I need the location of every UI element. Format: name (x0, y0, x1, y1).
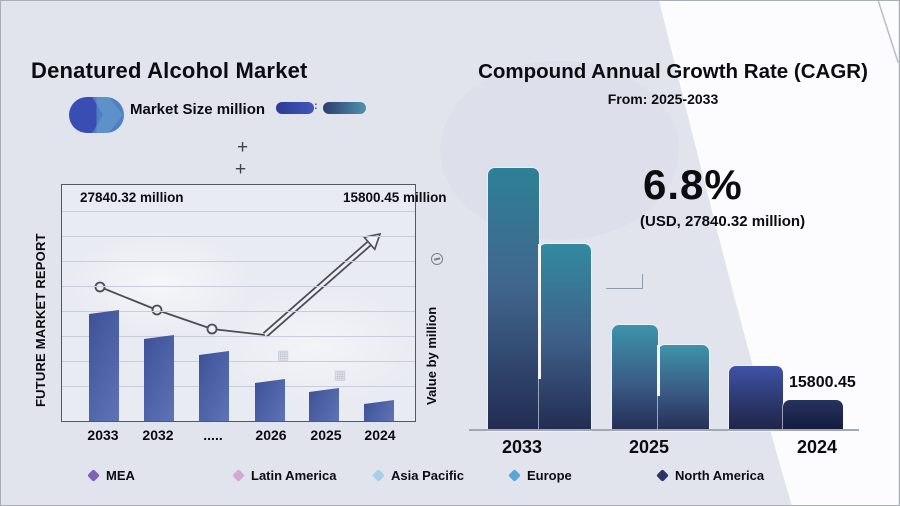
legend-label: MEA (106, 467, 135, 483)
cagr-bar (539, 244, 591, 431)
market-size-bar (89, 310, 119, 421)
cagr-x-axis-tick-label: 2025 (628, 437, 670, 457)
cagr-usd-detail: (USD, 27840.32 million) (640, 213, 806, 230)
cagr-bar (783, 400, 843, 431)
plus-icon: + (235, 159, 247, 180)
bar-gap-divider (657, 345, 660, 396)
cagr-x-axis-tick-label: 2024 (796, 437, 838, 457)
cagr-subtitle: From: 2025-2033 (607, 91, 719, 107)
legend-label: Asia Pacific (391, 467, 464, 483)
gridline (62, 211, 415, 212)
mini-pill-blue-icon (276, 102, 314, 114)
white-swoosh (659, 1, 899, 505)
growth-arrow-shaft (262, 239, 374, 338)
gridline (62, 286, 415, 287)
legend-label: Europe (527, 467, 572, 483)
cagr-bar (729, 366, 783, 431)
x-axis-tick-label: 2025 (310, 427, 342, 443)
watermark-table-icon: ▦ (277, 347, 290, 362)
gridline (62, 236, 415, 237)
left-chart-annotation-end: 15800.45 million (343, 190, 447, 205)
region-legend: MEA Latin America Asia Pacific Europe North … (1, 465, 899, 487)
x-axis-tick-label: 2026 (255, 427, 287, 443)
bar-gap-divider (538, 244, 541, 379)
gridline (62, 361, 415, 362)
cagr-bar (488, 168, 539, 431)
x-axis-tick-label: 2033 (87, 427, 119, 443)
gridline (62, 261, 415, 262)
market-size-bar (309, 388, 339, 421)
value-callout: 15800.45 (789, 374, 856, 391)
legend-item: Latin America (232, 465, 337, 485)
market-size-bar (199, 351, 229, 421)
market-size-bar (364, 400, 394, 421)
market-size-bar (144, 335, 174, 421)
pill-facet-shape (92, 97, 123, 133)
market-size-label: Market Size million (130, 101, 266, 118)
legend-item: MEA (87, 465, 135, 485)
left-chart-annotation-start: 27840.32 million (80, 190, 184, 205)
market-size-bar (255, 379, 285, 421)
gridline (62, 336, 415, 337)
watermark-table-icon: ▦ (334, 367, 347, 382)
step-annotation-line (606, 274, 643, 289)
cagr-title: Compound Annual Growth Rate (CAGR) (478, 60, 868, 83)
right-chart-baseline (469, 429, 859, 431)
cagr-bar (612, 325, 658, 431)
brand-vertical-text: FUTURE MARKET REPORT (33, 233, 48, 407)
legend-item: North America (656, 465, 765, 485)
legend-diamond-icon (232, 468, 245, 482)
legend-diamond-icon (87, 468, 100, 482)
mini-pill-teal-icon (323, 102, 366, 114)
market-size-pill-icon (69, 97, 124, 133)
legend-diamond-icon (656, 468, 669, 482)
pill-colon: : (314, 100, 318, 112)
x-axis-tick-label: ..... (203, 427, 223, 443)
legend-item: Europe (508, 465, 572, 485)
y-axis-label: Value by million (424, 306, 439, 406)
gridline (62, 311, 415, 312)
plus-icon: + (237, 137, 249, 158)
trend-marker-dot (206, 323, 218, 335)
legend-label: North America (675, 467, 765, 483)
growth-arrow-shaft-inner (264, 240, 372, 337)
gridline (62, 386, 415, 387)
x-axis-tick-label: 2024 (364, 427, 396, 443)
trend-marker-dot (151, 304, 163, 316)
legend-item: Asia Pacific (372, 465, 464, 485)
page-title: Denatured Alcohol Market (31, 58, 308, 83)
trend-marker-dot (94, 281, 106, 293)
x-axis-tick-label: 2032 (142, 427, 174, 443)
legend-diamond-icon (508, 468, 521, 482)
market-size-chart-panel: 27840.32 million 15800.45 million ▦ ▦ (61, 184, 447, 422)
circle-minus-icon (431, 253, 443, 265)
cagr-value: 6.8% (643, 161, 743, 208)
cagr-bar (658, 345, 709, 431)
cagr-x-axis-tick-label: 2033 (501, 437, 543, 457)
legend-diamond-icon (372, 468, 385, 482)
corner-diagonal-line (877, 1, 899, 63)
legend-label: Latin America (251, 467, 337, 483)
left-chart-x-axis: 2033 2032..... 2026 2025 2024 (61, 427, 416, 445)
